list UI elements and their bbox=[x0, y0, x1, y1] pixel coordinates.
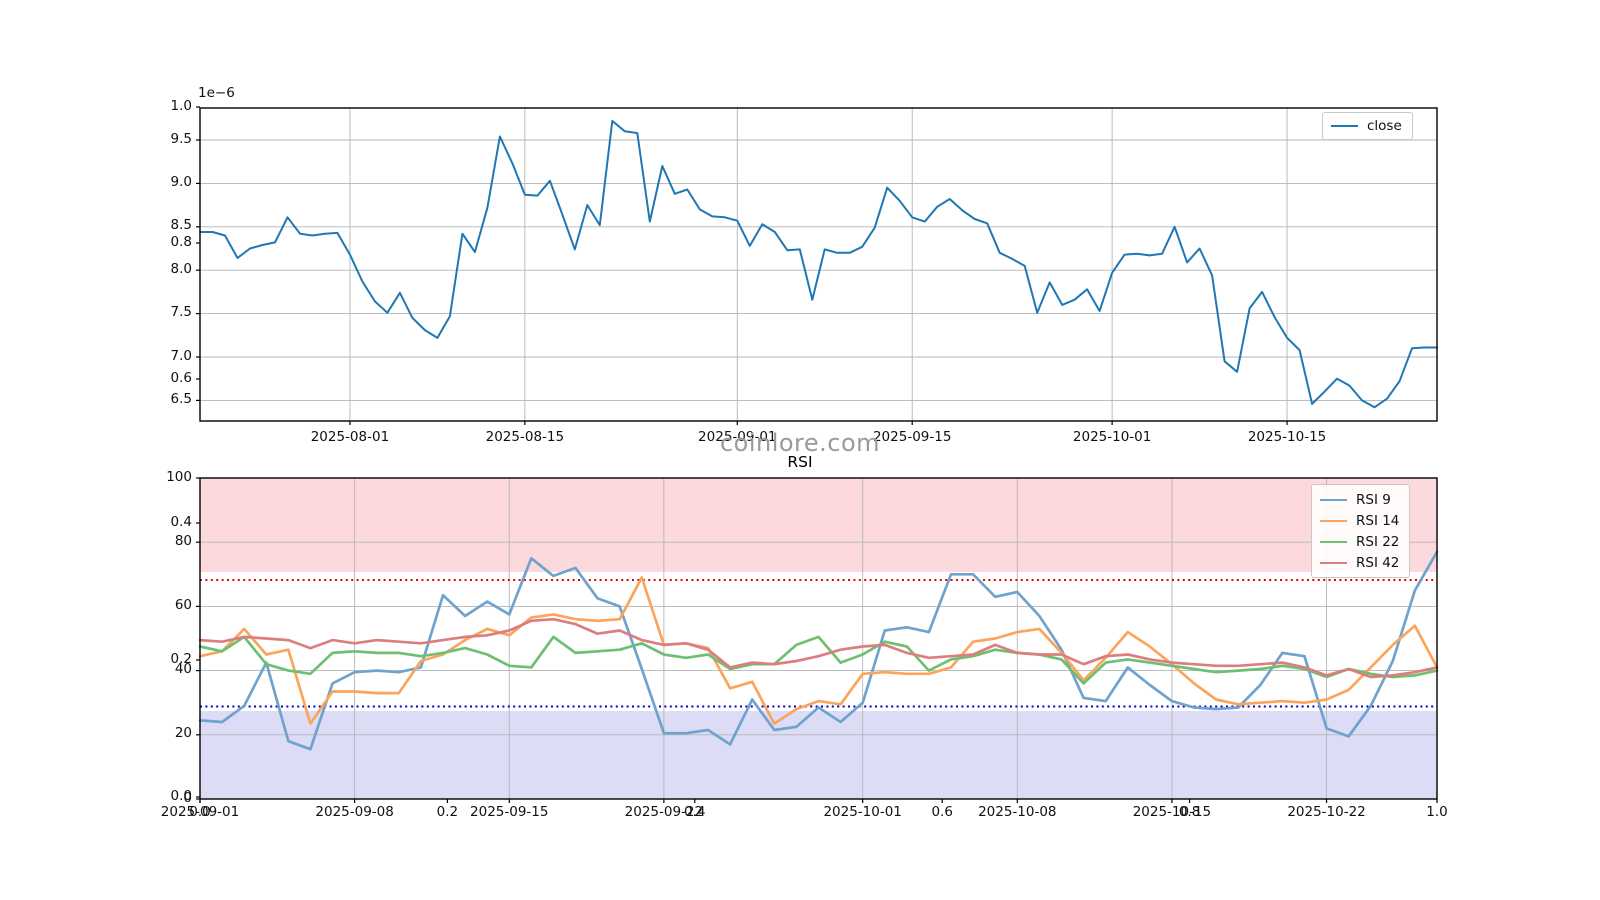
price-ytick-secondary-label: 1.0 bbox=[170, 97, 192, 114]
price-ytick-label: 7.0 bbox=[170, 347, 192, 364]
rsi-xtick-label: 2025-10-01 bbox=[823, 804, 902, 820]
rsi-ytick-label: 60 bbox=[174, 596, 192, 613]
rsi14-line-swatch bbox=[1320, 519, 1347, 522]
rsi-xtick-secondary-label: 0.0 bbox=[189, 804, 211, 820]
rsi-xtick-secondary-label: 0.2 bbox=[436, 804, 459, 820]
price-xtick-label: 2025-09-15 bbox=[872, 429, 952, 445]
rsi-ytick-label: 80 bbox=[174, 532, 192, 549]
legend-row-rsi42: RSI 42 bbox=[1320, 552, 1399, 573]
rsi22-line-swatch bbox=[1320, 540, 1347, 543]
price-ytick-label: 7.5 bbox=[170, 304, 192, 321]
rsi-xtick-label: 2025-10-22 bbox=[1287, 804, 1366, 820]
close-line-swatch bbox=[1331, 125, 1358, 127]
price-xtick-label: 2025-10-15 bbox=[1247, 429, 1327, 445]
rsi-chart-title: RSI bbox=[787, 453, 813, 471]
price-ytick-secondary-label: 0.6 bbox=[170, 369, 192, 386]
rsi-xtick-secondary-label: 0.6 bbox=[931, 804, 953, 820]
legend-row-close: close bbox=[1331, 117, 1402, 135]
y-axis-offset-label: 1e−6 bbox=[198, 85, 235, 101]
rsi-ytick-label: 0 bbox=[183, 789, 192, 806]
rsi42-line-swatch bbox=[1320, 561, 1347, 564]
legend-row-rsi9: RSI 9 bbox=[1320, 489, 1399, 510]
price-ytick-label: 6.5 bbox=[170, 390, 192, 407]
rsi-ytick-label: 100 bbox=[166, 468, 192, 485]
price-ytick-label: 8.0 bbox=[170, 260, 192, 277]
price-xtick-label: 2025-09-01 bbox=[698, 429, 777, 445]
rsi-xtick-label: 2025-09-01 bbox=[160, 804, 240, 820]
rsi-legend: RSI 9 RSI 14 RSI 22 RSI 42 bbox=[1311, 484, 1411, 578]
legend-label-rsi22: RSI 22 bbox=[1356, 533, 1400, 550]
legend-label-rsi42: RSI 42 bbox=[1356, 554, 1400, 571]
watermark: coinlore.com bbox=[719, 429, 881, 457]
rsi-xtick-label: 2025-10-08 bbox=[978, 804, 1057, 820]
rsi-xtick-secondary-label: 0.4 bbox=[684, 804, 706, 820]
price-xtick-label: 2025-10-01 bbox=[1072, 429, 1152, 445]
rsi-xtick-secondary-label: 0.8 bbox=[1178, 804, 1201, 820]
rsi-ytick-label: 20 bbox=[174, 725, 192, 742]
rsi-xtick-label: 2025-09-22 bbox=[624, 804, 704, 820]
rsi-ytick-secondary-label: 0.0 bbox=[170, 787, 192, 804]
rsi-xtick-label: 2025-09-15 bbox=[470, 804, 549, 820]
price-xtick-label: 2025-08-01 bbox=[310, 429, 390, 445]
rsi-xtick-label: 2025-09-08 bbox=[315, 804, 394, 820]
price-ytick-secondary-label: 0.8 bbox=[170, 233, 192, 250]
price-xtick-label: 2025-08-15 bbox=[485, 429, 565, 445]
legend-label-rsi14: RSI 14 bbox=[1356, 512, 1400, 529]
price-legend: close bbox=[1322, 112, 1413, 140]
rsi-ytick-label: 40 bbox=[174, 661, 192, 678]
rsi-ytick-secondary-label: 0.2 bbox=[170, 650, 192, 667]
legend-label-close: close bbox=[1367, 118, 1402, 134]
price-ytick-label: 9.0 bbox=[170, 173, 192, 190]
legend-row-rsi14: RSI 14 bbox=[1320, 510, 1399, 531]
rsi-ytick-secondary-label: 0.4 bbox=[170, 513, 192, 530]
price-ytick-label: 8.5 bbox=[170, 217, 192, 234]
legend-row-rsi22: RSI 22 bbox=[1320, 531, 1399, 552]
price-ytick-label: 9.5 bbox=[170, 130, 192, 147]
rsi9-line-swatch bbox=[1320, 498, 1347, 501]
rsi-xtick-secondary-label: 1.0 bbox=[1426, 804, 1448, 820]
legend-label-rsi9: RSI 9 bbox=[1356, 491, 1391, 508]
rsi-xtick-label: 2025-10-15 bbox=[1132, 804, 1212, 820]
